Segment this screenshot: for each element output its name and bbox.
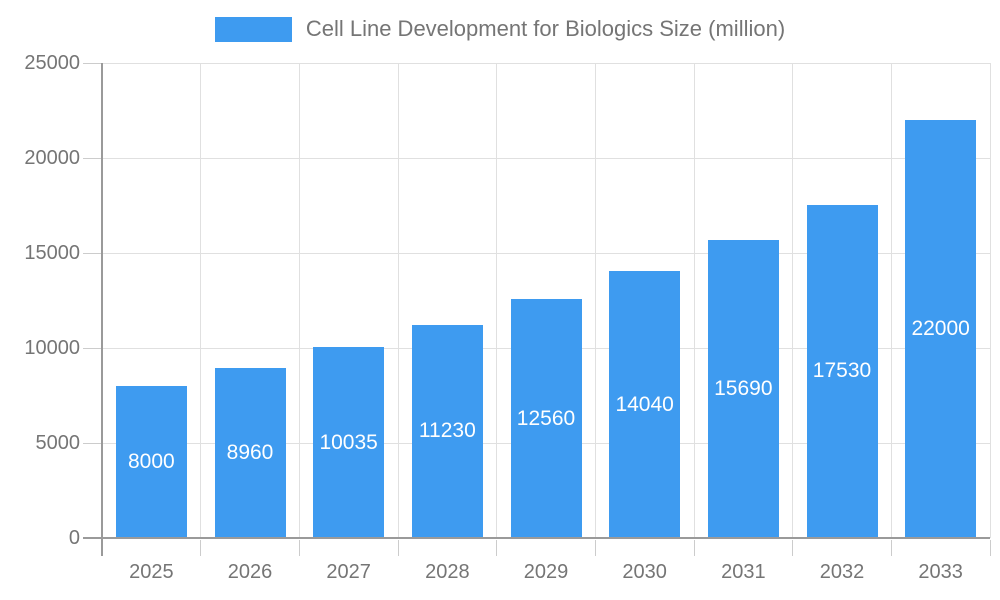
x-axis-tick bbox=[200, 540, 202, 556]
y-axis-tick bbox=[83, 62, 102, 64]
bar[interactable]: 8000 bbox=[115, 386, 187, 538]
bar-value-label: 11230 bbox=[418, 419, 476, 443]
x-axis-line bbox=[83, 537, 990, 539]
bar-value-label: 8000 bbox=[127, 450, 175, 473]
x-tick-label: 2033 bbox=[918, 561, 963, 583]
legend-label: Cell Line Development for Biologics Size… bbox=[305, 16, 786, 41]
x-tick-label: 2031 bbox=[721, 561, 766, 583]
bar[interactable]: 8960 bbox=[214, 367, 286, 538]
x-axis-tick bbox=[693, 540, 695, 556]
y-axis-tick bbox=[83, 252, 102, 254]
bar-value-label: 22000 bbox=[911, 317, 970, 340]
y-tick-label: 0 bbox=[68, 527, 80, 549]
gridline-vertical bbox=[792, 63, 794, 538]
gridline-vertical bbox=[594, 63, 596, 538]
bar-value-label: 15690 bbox=[714, 376, 773, 400]
legend-swatch[interactable] bbox=[214, 16, 292, 42]
y-tick-label: 15000 bbox=[24, 242, 80, 264]
gridline-vertical bbox=[890, 63, 892, 538]
gridline-vertical bbox=[298, 63, 300, 538]
x-tick-label: 2025 bbox=[129, 561, 174, 583]
x-axis-tick bbox=[792, 540, 794, 556]
gridline-vertical bbox=[200, 63, 202, 538]
x-tick-label: 2028 bbox=[425, 561, 470, 583]
bar[interactable]: 22000 bbox=[905, 120, 977, 538]
bar-value-label: 10035 bbox=[319, 430, 378, 454]
gridline-horizontal bbox=[102, 62, 990, 64]
bar-value-label: 17530 bbox=[812, 359, 872, 383]
x-axis-tick bbox=[989, 540, 991, 556]
bar[interactable]: 14040 bbox=[609, 271, 681, 538]
x-tick-label: 2026 bbox=[227, 561, 273, 583]
gridline-horizontal bbox=[102, 157, 990, 159]
y-axis-tick bbox=[83, 442, 102, 444]
y-axis-tick bbox=[83, 157, 102, 159]
gridline-vertical bbox=[989, 63, 991, 538]
y-axis-line bbox=[101, 63, 103, 556]
x-axis-tick bbox=[890, 540, 892, 556]
bar[interactable]: 12560 bbox=[510, 299, 582, 538]
x-axis-tick bbox=[397, 540, 399, 556]
bar-value-label: 12560 bbox=[516, 406, 576, 430]
chart-legend[interactable]: Cell Line Development for Biologics Size… bbox=[0, 16, 1000, 42]
x-tick-label: 2027 bbox=[326, 561, 371, 583]
x-tick-label: 2030 bbox=[622, 561, 667, 583]
bar[interactable]: 17530 bbox=[806, 204, 878, 538]
bar[interactable]: 15690 bbox=[707, 239, 779, 538]
y-tick-label: 10000 bbox=[24, 337, 80, 359]
x-tick-label: 2032 bbox=[819, 561, 865, 583]
gridline-vertical bbox=[397, 63, 399, 538]
bar-value-label: 8960 bbox=[226, 440, 274, 464]
y-tick-label: 5000 bbox=[35, 432, 81, 454]
y-tick-label: 20000 bbox=[24, 147, 80, 169]
bar-value-label: 14040 bbox=[615, 392, 674, 416]
y-tick-label: 25000 bbox=[24, 52, 80, 74]
x-tick-label: 2029 bbox=[523, 561, 569, 583]
x-axis-tick bbox=[496, 540, 498, 556]
gridline-vertical bbox=[496, 63, 498, 538]
plot-area: 8000 8960 10035 11230 12560 14040 15690 17530 22… bbox=[102, 62, 991, 538]
x-axis-tick bbox=[298, 540, 300, 556]
gridline-horizontal bbox=[102, 252, 990, 254]
x-axis-tick bbox=[594, 540, 596, 556]
bar[interactable]: 10035 bbox=[313, 347, 385, 538]
y-axis-tick bbox=[83, 347, 102, 349]
bar[interactable]: 11230 bbox=[411, 324, 483, 538]
gridline-vertical bbox=[693, 63, 695, 538]
